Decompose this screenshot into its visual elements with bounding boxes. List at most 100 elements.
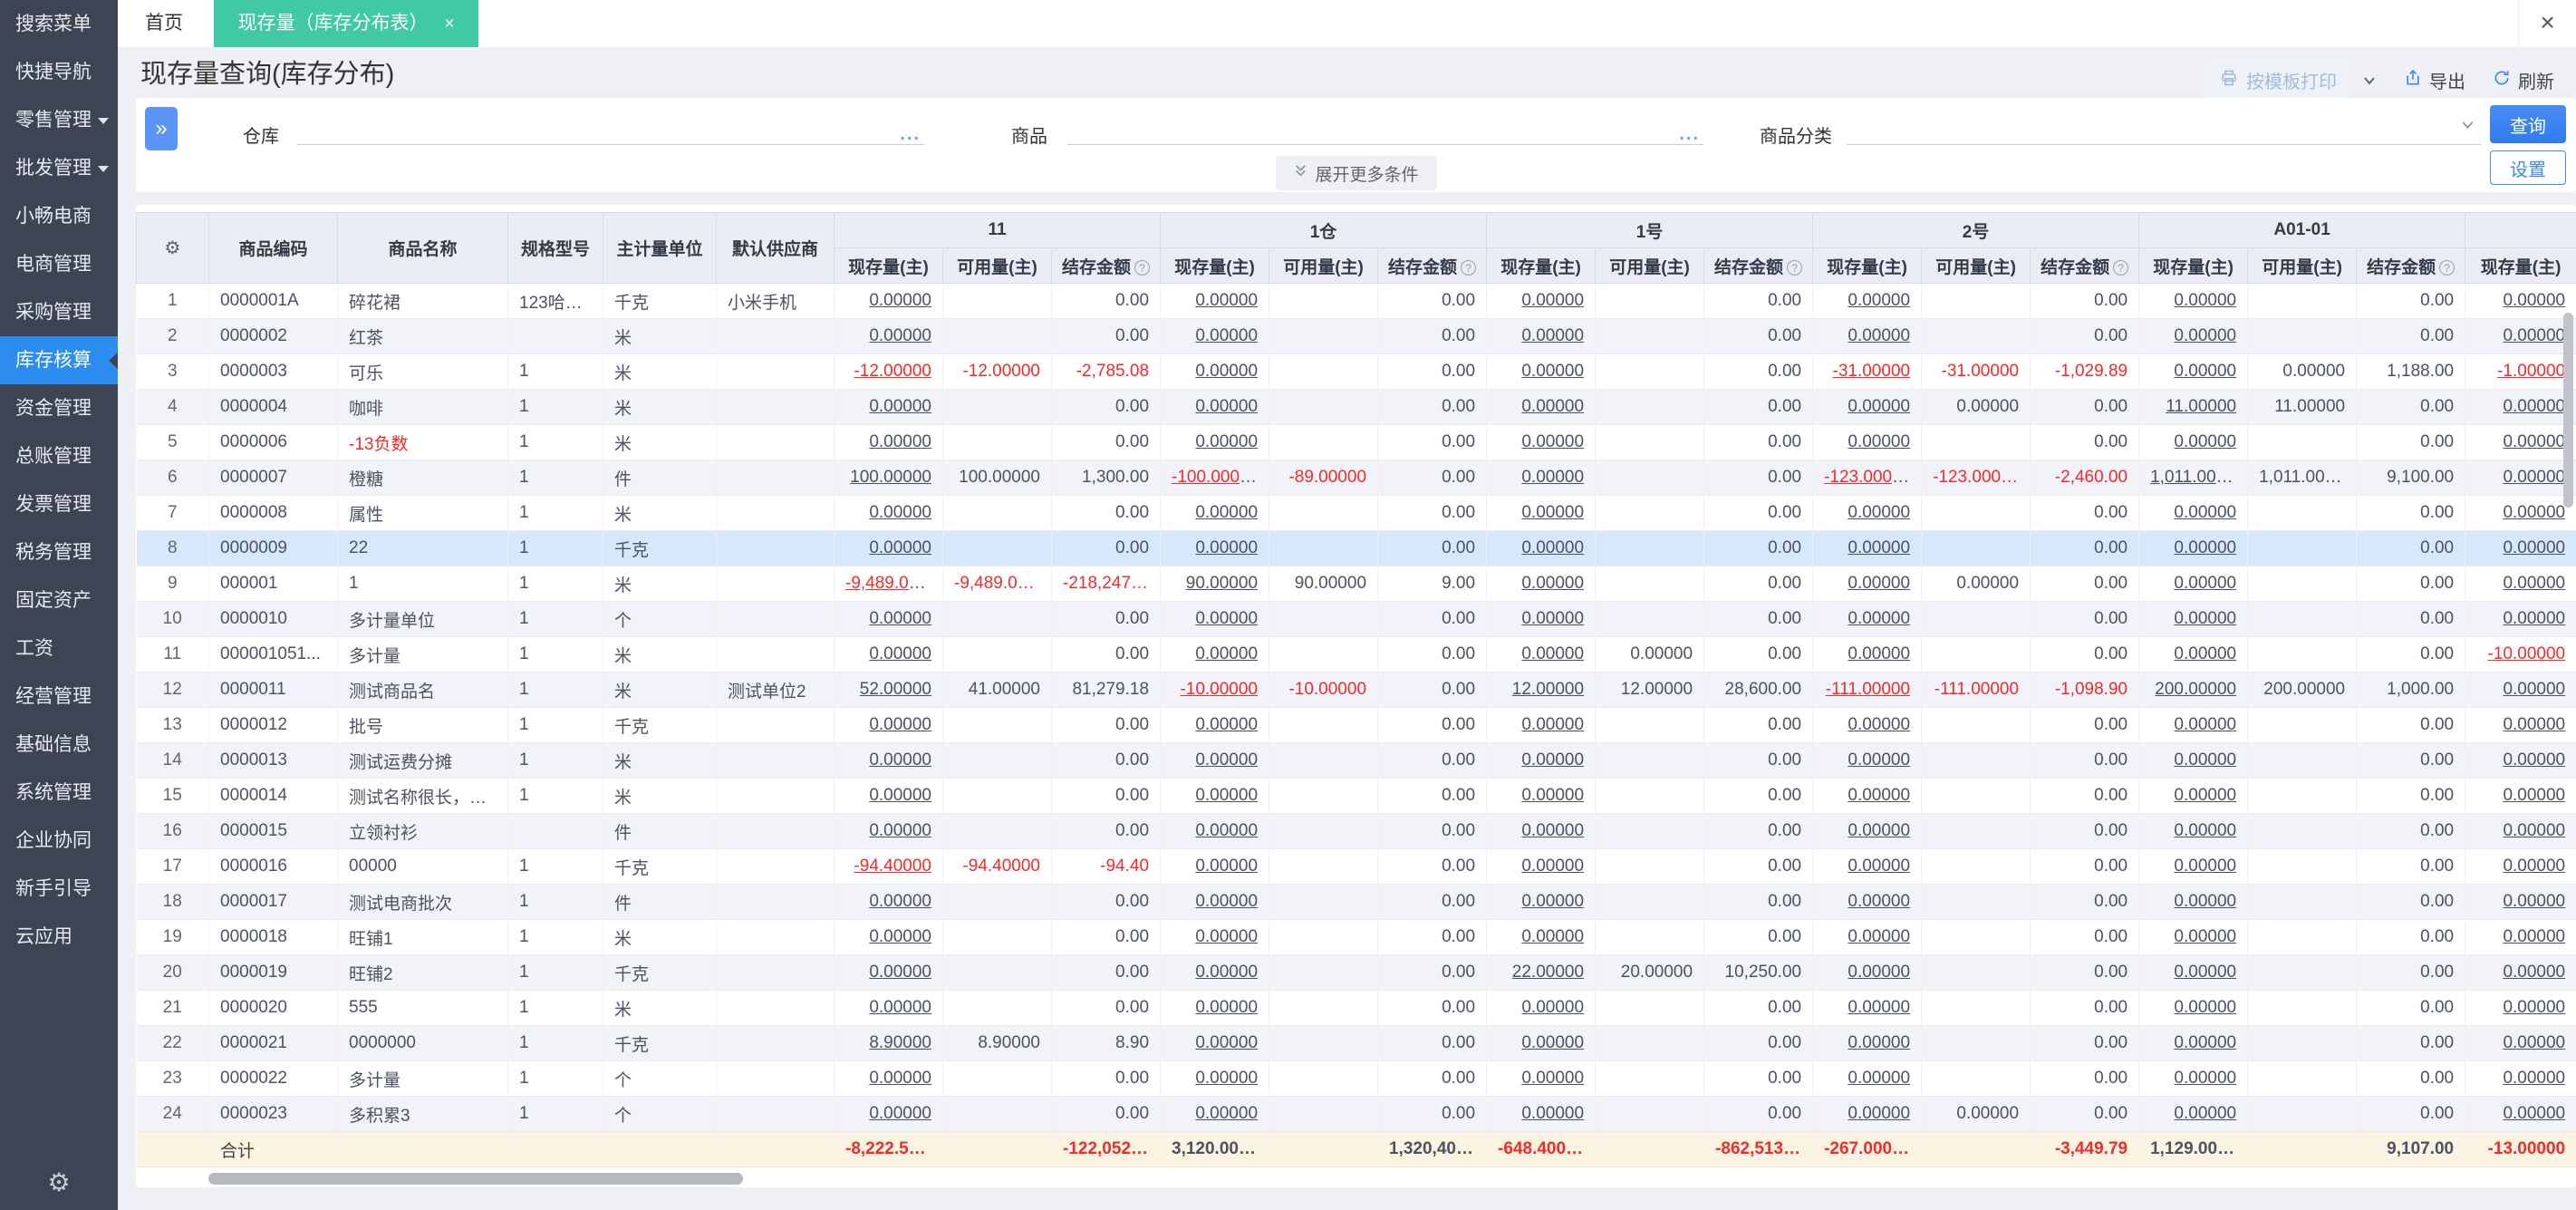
sidebar-item-批发管理[interactable]: 批发管理 [0, 144, 118, 192]
tab-home[interactable]: 首页 [118, 0, 210, 47]
horizontal-scrollbar[interactable] [136, 1173, 2576, 1185]
sidebar-item-固定资产[interactable]: 固定资产 [0, 576, 118, 624]
qty-link[interactable]: 0.00000 [1521, 503, 1585, 522]
qty-link[interactable]: 0.00000 [1848, 397, 1911, 416]
sidebar-gear-icon[interactable]: ⚙ [47, 1168, 71, 1196]
qty-link[interactable]: 0.00000 [869, 291, 931, 310]
qty-link[interactable]: 0.00000 [1195, 326, 1259, 345]
qty-link[interactable]: 1,011.00000 [2150, 468, 2245, 487]
qty-link[interactable]: 0.00000 [2503, 503, 2566, 522]
tab-close-icon[interactable]: × [444, 15, 455, 34]
qty-link[interactable]: 0.00000 [1848, 644, 1911, 663]
available-column-header[interactable]: 可用量(主) [1269, 247, 1379, 284]
print-dropdown-chevron-icon[interactable] [2362, 73, 2377, 88]
sidebar-item-小畅电商[interactable]: 小畅电商 [0, 192, 118, 240]
qty-link[interactable]: 0.00000 [2503, 680, 2566, 699]
qty-link[interactable]: 0.00000 [2503, 892, 2566, 911]
sidebar-item-电商管理[interactable]: 电商管理 [0, 240, 118, 288]
table-row[interactable]: 22 0000021 0000000 1 千克 8.90000 8.90000 8.90 0.0… [136, 1025, 2576, 1061]
table-row[interactable]: 9 000001 1 1 米 -9,489.00000 -9,489.000... -218,… [136, 566, 2576, 602]
qty-link[interactable]: 0.00000 [869, 715, 931, 734]
table-row[interactable]: 19 0000018 旺铺1 1 米 0.00000 0.00 0.00000 0.00 0.00… [136, 919, 2576, 955]
export-button[interactable]: 导出 [2404, 67, 2465, 93]
qty-link[interactable]: 0.00000 [1521, 750, 1585, 770]
amount-column-header[interactable]: 结存金额? [2356, 247, 2466, 284]
qty-link[interactable]: 0.00000 [2174, 326, 2237, 345]
sidebar-item-新手引导[interactable]: 新手引导 [0, 865, 118, 913]
available-column-header[interactable]: 可用量(主) [942, 247, 1052, 284]
qty-link[interactable]: -31.00000 [1832, 362, 1911, 381]
product-input[interactable]: ... [1067, 107, 1703, 145]
qty-link[interactable]: 0.00000 [869, 786, 931, 805]
qty-column-header[interactable]: 现存量(主) [2138, 247, 2249, 284]
sidebar-item-税务管理[interactable]: 税务管理 [0, 528, 118, 576]
qty-link[interactable]: 0.00000 [869, 503, 931, 522]
table-row[interactable]: 23 0000022 多计量 1 个 0.00000 0.00 0.00000 0.00 0.00… [136, 1060, 2576, 1097]
qty-link[interactable]: 0.00000 [1195, 963, 1259, 982]
help-question-icon[interactable]: ? [2439, 259, 2455, 276]
available-column-header[interactable]: 可用量(主) [2247, 247, 2358, 284]
qty-column-header[interactable]: 现存量(主) [2465, 247, 2576, 284]
qty-link[interactable]: 0.00000 [2174, 291, 2237, 310]
table-row[interactable]: 24 0000023 多积累3 1 个 0.00000 0.00 0.00000 0.00 0.0… [136, 1096, 2576, 1132]
sidebar-item-系统管理[interactable]: 系统管理 [0, 769, 118, 817]
qty-link[interactable]: -9,489.00000 [845, 574, 943, 593]
sidebar-item-快捷导航[interactable]: 快捷导航 [0, 48, 118, 96]
category-select[interactable] [1847, 107, 2481, 145]
help-question-icon[interactable]: ? [1461, 259, 1477, 276]
qty-link[interactable]: -111.00000 [1825, 680, 1911, 699]
sidebar-item-采购管理[interactable]: 采购管理 [0, 288, 118, 336]
qty-link[interactable]: 0.00000 [2174, 857, 2237, 876]
qty-link[interactable]: -10.00000 [2487, 644, 2566, 663]
qty-link[interactable]: 52.00000 [859, 680, 931, 699]
qty-column-header[interactable]: 现存量(主) [1160, 247, 1270, 284]
qty-link[interactable]: -123.00000 [1824, 468, 1912, 487]
qty-link[interactable]: 0.00000 [869, 326, 931, 345]
warehouse-input[interactable]: ... [297, 107, 924, 145]
qty-column-header[interactable]: 现存量(主) [834, 247, 943, 284]
qty-link[interactable]: 0.00000 [2503, 609, 2566, 628]
qty-link[interactable]: 0.00000 [2503, 468, 2566, 487]
qty-link[interactable]: 0.00000 [1195, 1033, 1259, 1052]
column-header[interactable]: 默认供应商 [716, 212, 835, 284]
qty-link[interactable]: 0.00000 [1195, 291, 1259, 310]
qty-link[interactable]: 0.00000 [2174, 998, 2237, 1017]
qty-link[interactable]: 0.00000 [1521, 468, 1585, 487]
qty-link[interactable]: 0.00000 [1521, 1069, 1585, 1088]
qty-link[interactable]: 0.00000 [1195, 397, 1259, 416]
qty-link[interactable]: 0.00000 [2503, 998, 2566, 1017]
qty-link[interactable]: 0.00000 [1521, 1104, 1585, 1123]
qty-link[interactable]: 0.00000 [2174, 503, 2237, 522]
qty-link[interactable]: 0.00000 [2503, 1104, 2566, 1123]
qty-link[interactable]: 8.90000 [869, 1033, 931, 1052]
qty-link[interactable]: 0.00000 [1848, 998, 1911, 1017]
qty-link[interactable]: 0.00000 [869, 927, 931, 946]
qty-link[interactable]: 0.00000 [1195, 1104, 1259, 1123]
qty-link[interactable]: 0.00000 [1521, 892, 1585, 911]
category-chevron-down-icon[interactable] [2460, 117, 2475, 137]
qty-link[interactable]: 0.00000 [2174, 927, 2237, 946]
table-row[interactable]: 8 0000009 22 1 千克 0.00000 0.00 0.00000 0.00 0.000… [136, 530, 2576, 566]
table-row[interactable]: 16 0000015 立领衬衫 件 0.00000 0.00 0.00000 0.00 0.00… [136, 813, 2576, 849]
qty-link[interactable]: 0.00000 [2503, 715, 2566, 734]
available-column-header[interactable]: 可用量(主) [1921, 247, 2031, 284]
query-button[interactable]: 查询 [2490, 105, 2566, 143]
qty-link[interactable]: 0.00000 [869, 432, 931, 451]
qty-link[interactable]: 0.00000 [1521, 362, 1585, 381]
qty-link[interactable]: 0.00000 [2503, 963, 2566, 982]
qty-link[interactable]: 0.00000 [2503, 397, 2566, 416]
qty-link[interactable]: 0.00000 [1195, 927, 1259, 946]
qty-link[interactable]: 0.00000 [1848, 857, 1911, 876]
window-close-icon[interactable]: × [2518, 0, 2576, 47]
qty-link[interactable]: 0.00000 [1195, 644, 1259, 663]
qty-link[interactable]: 0.00000 [2503, 821, 2566, 840]
qty-link[interactable]: 100.00000 [850, 468, 931, 487]
qty-link[interactable]: 0.00000 [2174, 574, 2237, 593]
qty-link[interactable]: 0.00000 [1848, 503, 1911, 522]
settings-button[interactable]: 设置 [2490, 150, 2566, 185]
product-picker-ellipsis-icon[interactable]: ... [1679, 124, 1700, 144]
table-row[interactable]: 7 0000008 属性 1 米 0.00000 0.00 0.00000 0.00 0.0000… [136, 495, 2576, 531]
qty-link[interactable]: -94.40000 [854, 857, 931, 876]
table-row[interactable]: 3 0000003 可乐 1 米 -12.00000 -12.00000 -2,785.08 0… [136, 353, 2576, 390]
qty-link[interactable]: -100.00000 [1172, 468, 1259, 487]
